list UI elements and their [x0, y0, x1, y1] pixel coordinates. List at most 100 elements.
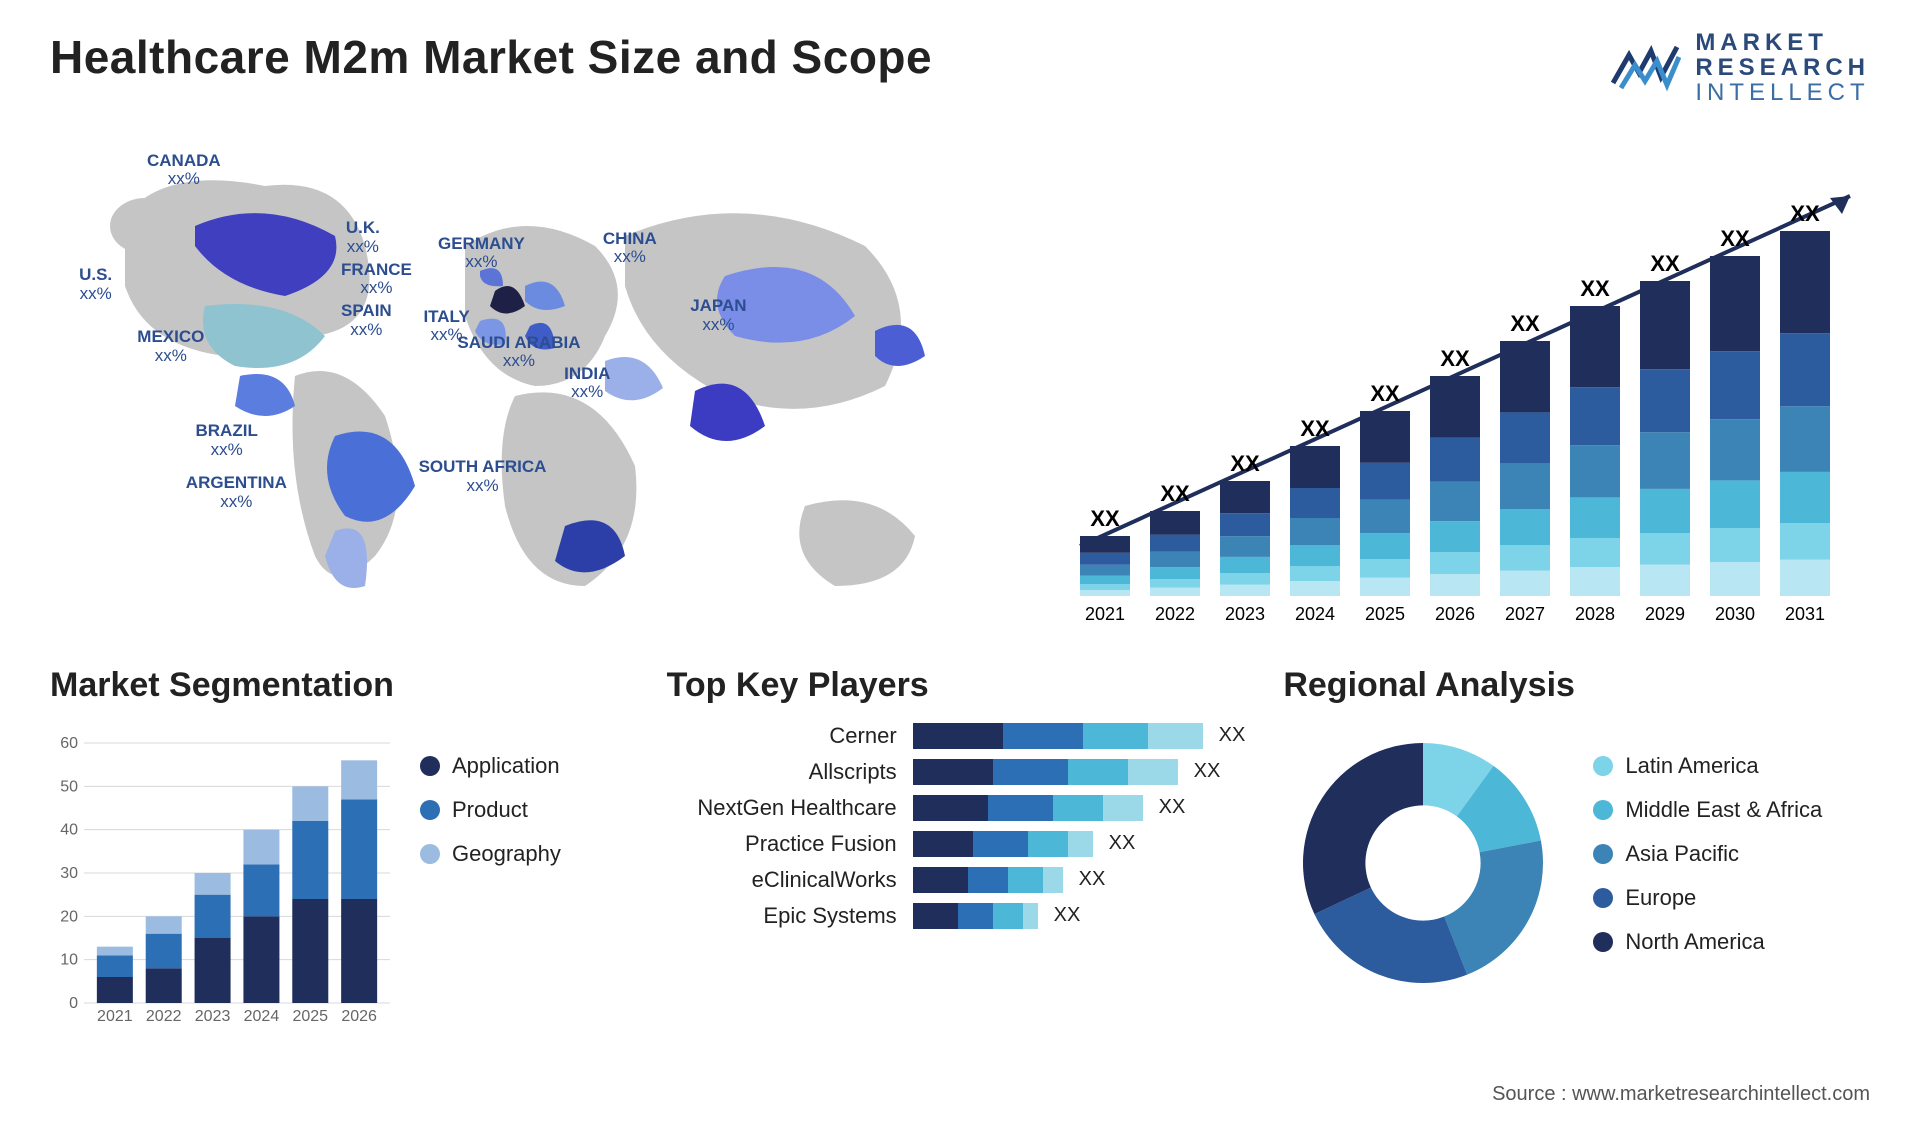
logo-line3: INTELLECT — [1695, 80, 1870, 105]
source-text: Source : www.marketresearchintellect.com — [50, 1083, 1870, 1106]
logo-mark-icon — [1611, 43, 1681, 93]
world-map-chart: CANADAxx%U.S.xx%MEXICOxx%BRAZILxx%ARGENT… — [50, 126, 1020, 646]
players-barlist: Cerner XX Allscripts XX NextGen Healthcare XX… — [667, 723, 1254, 929]
svg-text:2030: 2030 — [1715, 604, 1755, 624]
legend-item: Latin America — [1593, 753, 1822, 779]
player-bar — [913, 795, 1143, 821]
player-value: XX — [1079, 868, 1106, 891]
svg-text:2022: 2022 — [1155, 604, 1195, 624]
player-row: NextGen Healthcare XX — [667, 795, 1254, 821]
map-label-france: FRANCExx% — [341, 261, 412, 298]
legend-item: North America — [1593, 929, 1822, 955]
player-bar — [913, 867, 1063, 893]
page-title: Healthcare M2m Market Size and Scope — [50, 30, 932, 84]
svg-text:2026: 2026 — [341, 1008, 377, 1025]
segmentation-bar-chart: 0102030405060202120222023202420252026 — [50, 723, 390, 1033]
svg-text:2028: 2028 — [1575, 604, 1615, 624]
svg-text:XX: XX — [1300, 416, 1330, 441]
player-row: Epic Systems XX — [667, 903, 1254, 929]
logo-line1: MARKET — [1695, 30, 1870, 55]
player-name: Cerner — [667, 723, 897, 749]
svg-text:XX: XX — [1160, 481, 1190, 506]
legend-item: Application — [420, 753, 561, 779]
player-row: Allscripts XX — [667, 759, 1254, 785]
map-label-brazil: BRAZILxx% — [196, 422, 258, 459]
svg-text:XX: XX — [1370, 381, 1400, 406]
legend-item: Geography — [420, 841, 561, 867]
svg-text:2021: 2021 — [1085, 604, 1125, 624]
svg-text:50: 50 — [60, 778, 78, 795]
player-name: eClinicalWorks — [667, 867, 897, 893]
map-label-south-africa: SOUTH AFRICAxx% — [419, 458, 547, 495]
svg-text:0: 0 — [69, 995, 78, 1012]
player-name: Allscripts — [667, 759, 897, 785]
map-label-saudi-arabia: SAUDI ARABIAxx% — [457, 334, 580, 371]
svg-text:30: 30 — [60, 865, 78, 882]
svg-text:10: 10 — [60, 951, 78, 968]
world-map-svg — [50, 126, 1020, 646]
player-bar — [913, 759, 1178, 785]
forecast-bar-chart: XX 2021 XX 2022 XX 2023 XX 2024 XX 2025 XX 2026 XX 20… — [1050, 126, 1870, 646]
player-name: NextGen Healthcare — [667, 795, 897, 821]
segmentation-title: Market Segmentation — [50, 666, 637, 705]
map-label-japan: JAPANxx% — [690, 297, 746, 334]
player-value: XX — [1219, 724, 1246, 747]
players-title: Top Key Players — [667, 666, 1254, 705]
svg-text:2023: 2023 — [1225, 604, 1265, 624]
regional-legend: Latin America Middle East & Africa Asia Pa… — [1593, 723, 1822, 955]
regional-donut-chart — [1283, 723, 1563, 1003]
segmentation-legend: Application Product Geography — [420, 723, 561, 1033]
svg-text:2031: 2031 — [1785, 604, 1825, 624]
map-label-spain: SPAINxx% — [341, 302, 392, 339]
regional-panel: Regional Analysis Latin America Middle Ea… — [1283, 666, 1870, 1073]
logo-line2: RESEARCH — [1695, 55, 1870, 80]
svg-text:XX: XX — [1650, 251, 1680, 276]
svg-text:2022: 2022 — [146, 1008, 182, 1025]
svg-text:2026: 2026 — [1435, 604, 1475, 624]
svg-text:2023: 2023 — [195, 1008, 231, 1025]
legend-item: Product — [420, 797, 561, 823]
svg-text:XX: XX — [1090, 506, 1120, 531]
svg-text:2024: 2024 — [244, 1008, 280, 1025]
svg-text:2027: 2027 — [1505, 604, 1545, 624]
svg-text:2029: 2029 — [1645, 604, 1685, 624]
legend-item: Europe — [1593, 885, 1822, 911]
map-label-germany: GERMANYxx% — [438, 235, 525, 272]
player-name: Practice Fusion — [667, 831, 897, 857]
map-label-mexico: MEXICOxx% — [137, 328, 204, 365]
map-label-u-k-: U.K.xx% — [346, 219, 380, 256]
svg-text:XX: XX — [1440, 346, 1470, 371]
svg-text:XX: XX — [1580, 276, 1610, 301]
svg-text:XX: XX — [1790, 201, 1820, 226]
legend-item: Asia Pacific — [1593, 841, 1822, 867]
map-label-china: CHINAxx% — [603, 230, 657, 267]
player-value: XX — [1159, 796, 1186, 819]
brand-logo: MARKET RESEARCH INTELLECT — [1611, 30, 1870, 106]
player-bar — [913, 831, 1093, 857]
svg-text:20: 20 — [60, 908, 78, 925]
player-row: Cerner XX — [667, 723, 1254, 749]
svg-text:40: 40 — [60, 821, 78, 838]
player-row: Practice Fusion XX — [667, 831, 1254, 857]
player-value: XX — [1054, 904, 1081, 927]
svg-text:2025: 2025 — [292, 1008, 328, 1025]
svg-text:60: 60 — [60, 735, 78, 752]
player-value: XX — [1109, 832, 1136, 855]
player-row: eClinicalWorks XX — [667, 867, 1254, 893]
regional-title: Regional Analysis — [1283, 666, 1870, 705]
svg-text:2024: 2024 — [1295, 604, 1335, 624]
map-label-argentina: ARGENTINAxx% — [186, 474, 287, 511]
map-label-canada: CANADAxx% — [147, 152, 221, 189]
player-name: Epic Systems — [667, 903, 897, 929]
svg-text:XX: XX — [1510, 311, 1540, 336]
player-value: XX — [1194, 760, 1221, 783]
map-label-india: INDIAxx% — [564, 365, 610, 402]
player-bar — [913, 723, 1203, 749]
segmentation-panel: Market Segmentation 01020304050602021202… — [50, 666, 637, 1073]
svg-text:XX: XX — [1720, 226, 1750, 251]
svg-text:2025: 2025 — [1365, 604, 1405, 624]
legend-item: Middle East & Africa — [1593, 797, 1822, 823]
player-bar — [913, 903, 1038, 929]
players-panel: Top Key Players CernerXXAllscriptsXXNext… — [667, 666, 1254, 1073]
svg-text:XX: XX — [1230, 451, 1260, 476]
